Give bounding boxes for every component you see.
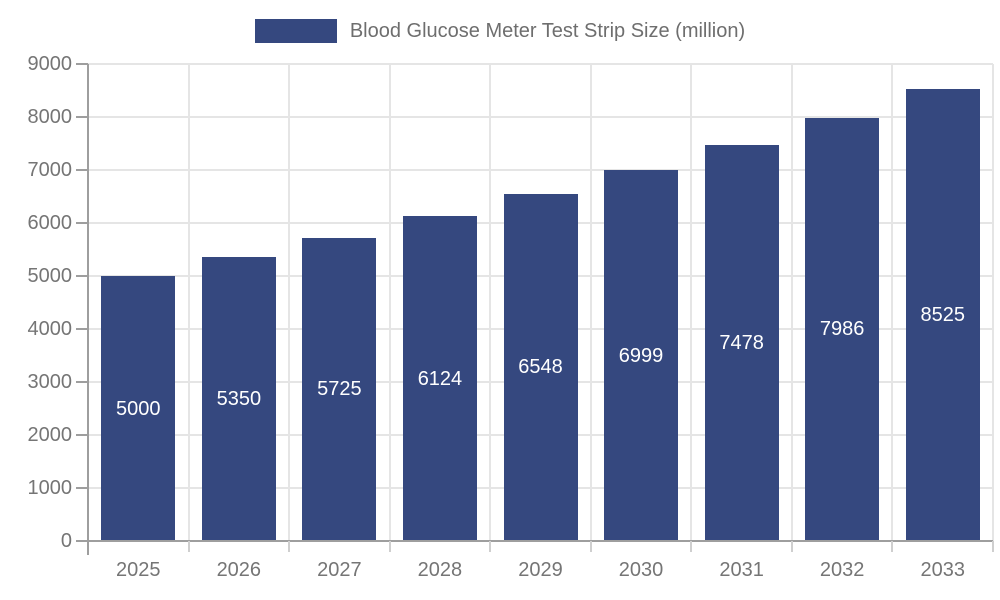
legend-label: Blood Glucose Meter Test Strip Size (mil…	[349, 19, 746, 42]
v-gridline	[790, 64, 793, 541]
bar-value-label: 6548	[518, 356, 563, 379]
bar-value-label: 5000	[116, 397, 161, 420]
y-axis-tick-label: 2000	[27, 424, 73, 446]
v-gridline	[288, 64, 291, 541]
h-gridline	[88, 116, 993, 118]
x-axis-tick-label: 2026	[216, 559, 262, 581]
y-axis-tick	[76, 222, 88, 224]
y-axis-line	[87, 64, 89, 555]
x-axis-tick-label: 2025	[116, 559, 161, 581]
h-gridline	[88, 169, 993, 171]
x-axis-tick-label: 2032	[819, 559, 865, 581]
plot-area: 5000 5350 5725 6124 6548 6999 7478 7986 8525	[88, 63, 994, 541]
bar-2029: 6548	[503, 193, 578, 541]
bar-2025: 5000	[101, 276, 176, 541]
y-axis-tick-label: 0	[60, 530, 72, 552]
v-gridline	[589, 64, 592, 541]
legend-swatch-icon	[254, 19, 337, 43]
y-axis-tick-label: 3000	[27, 371, 73, 393]
x-axis-tick-label: 2028	[417, 559, 463, 581]
y-axis-tick-label: 8000	[27, 106, 73, 128]
x-axis-tick-label: 2030	[618, 559, 664, 581]
v-gridline	[388, 64, 391, 541]
v-gridline	[891, 64, 894, 541]
legend-item[interactable]: Blood Glucose Meter Test Strip Size (mil…	[254, 19, 746, 43]
bar-value-label: 6124	[417, 367, 463, 390]
x-axis-tick	[992, 541, 994, 552]
y-axis-tick	[76, 381, 88, 383]
x-axis-tick	[790, 541, 793, 552]
x-axis-line	[76, 540, 993, 542]
y-axis-tick-label: 7000	[27, 159, 73, 181]
bar-value-label: 7478	[719, 331, 764, 354]
y-axis-tick-label: 6000	[27, 212, 73, 234]
bar-value-label: 6999	[618, 344, 664, 367]
y-axis-tick-label: 9000	[27, 53, 73, 75]
y-axis-tick	[76, 328, 88, 330]
bar-2033: 8525	[905, 89, 980, 541]
y-axis-tick-label: 5000	[27, 265, 73, 287]
y-axis-tick	[76, 63, 88, 65]
x-axis-tick	[891, 541, 894, 552]
v-gridline	[489, 64, 492, 541]
h-gridline	[88, 63, 993, 65]
x-axis-tick	[690, 541, 693, 552]
y-axis-tick	[76, 487, 88, 489]
x-axis-tick	[388, 541, 391, 552]
y-axis-tick	[76, 540, 88, 542]
bar-2027: 5725	[302, 237, 377, 541]
y-axis-tick	[76, 116, 88, 118]
bar-value-label: 8525	[920, 304, 965, 327]
v-gridline	[187, 64, 190, 541]
y-axis-tick-label: 1000	[27, 477, 73, 499]
bar-value-label: 5725	[317, 378, 362, 401]
x-axis-tick	[187, 541, 190, 552]
x-axis-tick	[589, 541, 592, 552]
y-axis-tick-label: 4000	[27, 318, 73, 340]
bar-2028: 6124	[402, 216, 477, 541]
x-axis-tick-label: 2033	[920, 559, 965, 581]
bar-2031: 7478	[704, 144, 779, 541]
v-gridline	[690, 64, 693, 541]
bar-2030: 6999	[604, 170, 679, 541]
x-axis-tick-label: 2029	[518, 559, 563, 581]
y-axis-tick	[76, 275, 88, 277]
bar-value-label: 7986	[819, 318, 865, 341]
bar-2032: 7986	[805, 117, 880, 541]
x-axis-tick	[489, 541, 492, 552]
y-axis-tick	[76, 169, 88, 171]
y-axis-tick	[76, 434, 88, 436]
legend: Blood Glucose Meter Test Strip Size (mil…	[0, 19, 1000, 43]
x-axis-tick	[288, 541, 291, 552]
v-gridline	[992, 64, 994, 541]
x-axis-tick-label: 2031	[719, 559, 764, 581]
bar-2026: 5350	[201, 257, 276, 541]
bar-value-label: 5350	[216, 388, 262, 411]
x-axis-tick-label: 2027	[317, 559, 362, 581]
